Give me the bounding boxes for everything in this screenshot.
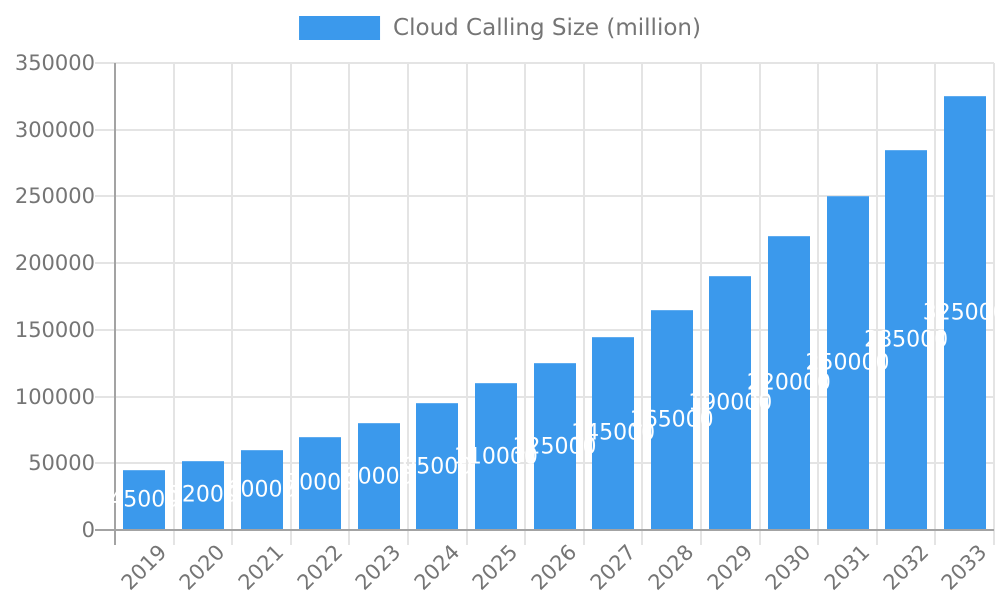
gridline-vertical <box>582 63 585 545</box>
y-tick-label: 250000 <box>14 184 95 209</box>
gridline-vertical <box>993 63 995 545</box>
gridline-vertical <box>289 63 292 545</box>
x-tick-label: 2023 <box>350 540 406 595</box>
bar-2023[interactable] <box>357 423 400 529</box>
y-tick-label: 150000 <box>14 317 95 342</box>
gridline-vertical <box>758 63 761 545</box>
y-tick-label: 300000 <box>14 117 95 142</box>
gridline-vertical <box>875 63 878 545</box>
y-tick-label: 100000 <box>14 384 95 409</box>
bar-2026[interactable] <box>533 363 576 529</box>
x-tick-label: 2029 <box>702 540 758 595</box>
bar-2030[interactable] <box>767 236 810 529</box>
x-tick-label: 2031 <box>819 540 875 595</box>
bar-2032[interactable] <box>885 149 928 529</box>
gridline-horizontal <box>95 328 994 331</box>
gridline-horizontal <box>95 262 994 265</box>
bar-2022[interactable] <box>299 436 342 529</box>
gridline-vertical <box>231 63 234 545</box>
gridline-vertical <box>348 63 351 545</box>
gridline-vertical <box>700 63 702 545</box>
bar-2031[interactable] <box>826 196 869 529</box>
gridline-horizontal <box>95 62 994 64</box>
gridline-vertical <box>172 63 175 545</box>
gridline-horizontal <box>95 128 994 131</box>
bar-2025[interactable] <box>474 383 517 529</box>
legend[interactable]: Cloud Calling Size (million) <box>299 15 701 41</box>
x-axis-line <box>95 529 994 531</box>
x-tick-label: 2020 <box>175 540 230 595</box>
x-tick-label: 2021 <box>233 540 289 595</box>
gridline-vertical <box>407 63 409 545</box>
bar-2033[interactable] <box>943 96 986 529</box>
x-tick-label: 2025 <box>468 540 523 595</box>
bar-2020[interactable] <box>181 460 224 529</box>
legend-swatch <box>299 16 381 40</box>
y-tick-label: 350000 <box>14 51 95 75</box>
y-axis-line <box>114 63 116 545</box>
bar-2028[interactable] <box>650 309 693 529</box>
bar-2027[interactable] <box>592 336 635 529</box>
x-tick-label: 2024 <box>409 540 465 595</box>
gridline-horizontal <box>95 195 994 198</box>
bar-2021[interactable] <box>240 449 283 529</box>
y-tick-label: 50000 <box>28 451 95 476</box>
x-tick-label: 2022 <box>292 540 348 595</box>
x-tick-label: 2032 <box>878 540 934 595</box>
x-tick-label: 2027 <box>585 540 641 595</box>
x-tick-label: 2028 <box>643 540 699 595</box>
y-tick-label: 0 <box>81 518 95 542</box>
legend-label: Cloud Calling Size (million) <box>393 15 701 41</box>
x-tick-label: 2019 <box>116 540 172 595</box>
gridline-vertical <box>817 63 820 545</box>
x-tick-label: 2026 <box>526 540 582 595</box>
gridline-vertical <box>934 63 937 545</box>
bar-2029[interactable] <box>709 276 752 529</box>
bar-2019[interactable] <box>123 469 166 529</box>
y-tick-label: 200000 <box>14 251 95 276</box>
x-tick-label: 2030 <box>761 540 816 595</box>
x-tick-label: 2033 <box>936 540 992 595</box>
gridline-vertical <box>524 63 527 545</box>
bar-2024[interactable] <box>416 403 459 529</box>
gridline-vertical <box>641 63 644 545</box>
gridline-vertical <box>465 63 468 545</box>
